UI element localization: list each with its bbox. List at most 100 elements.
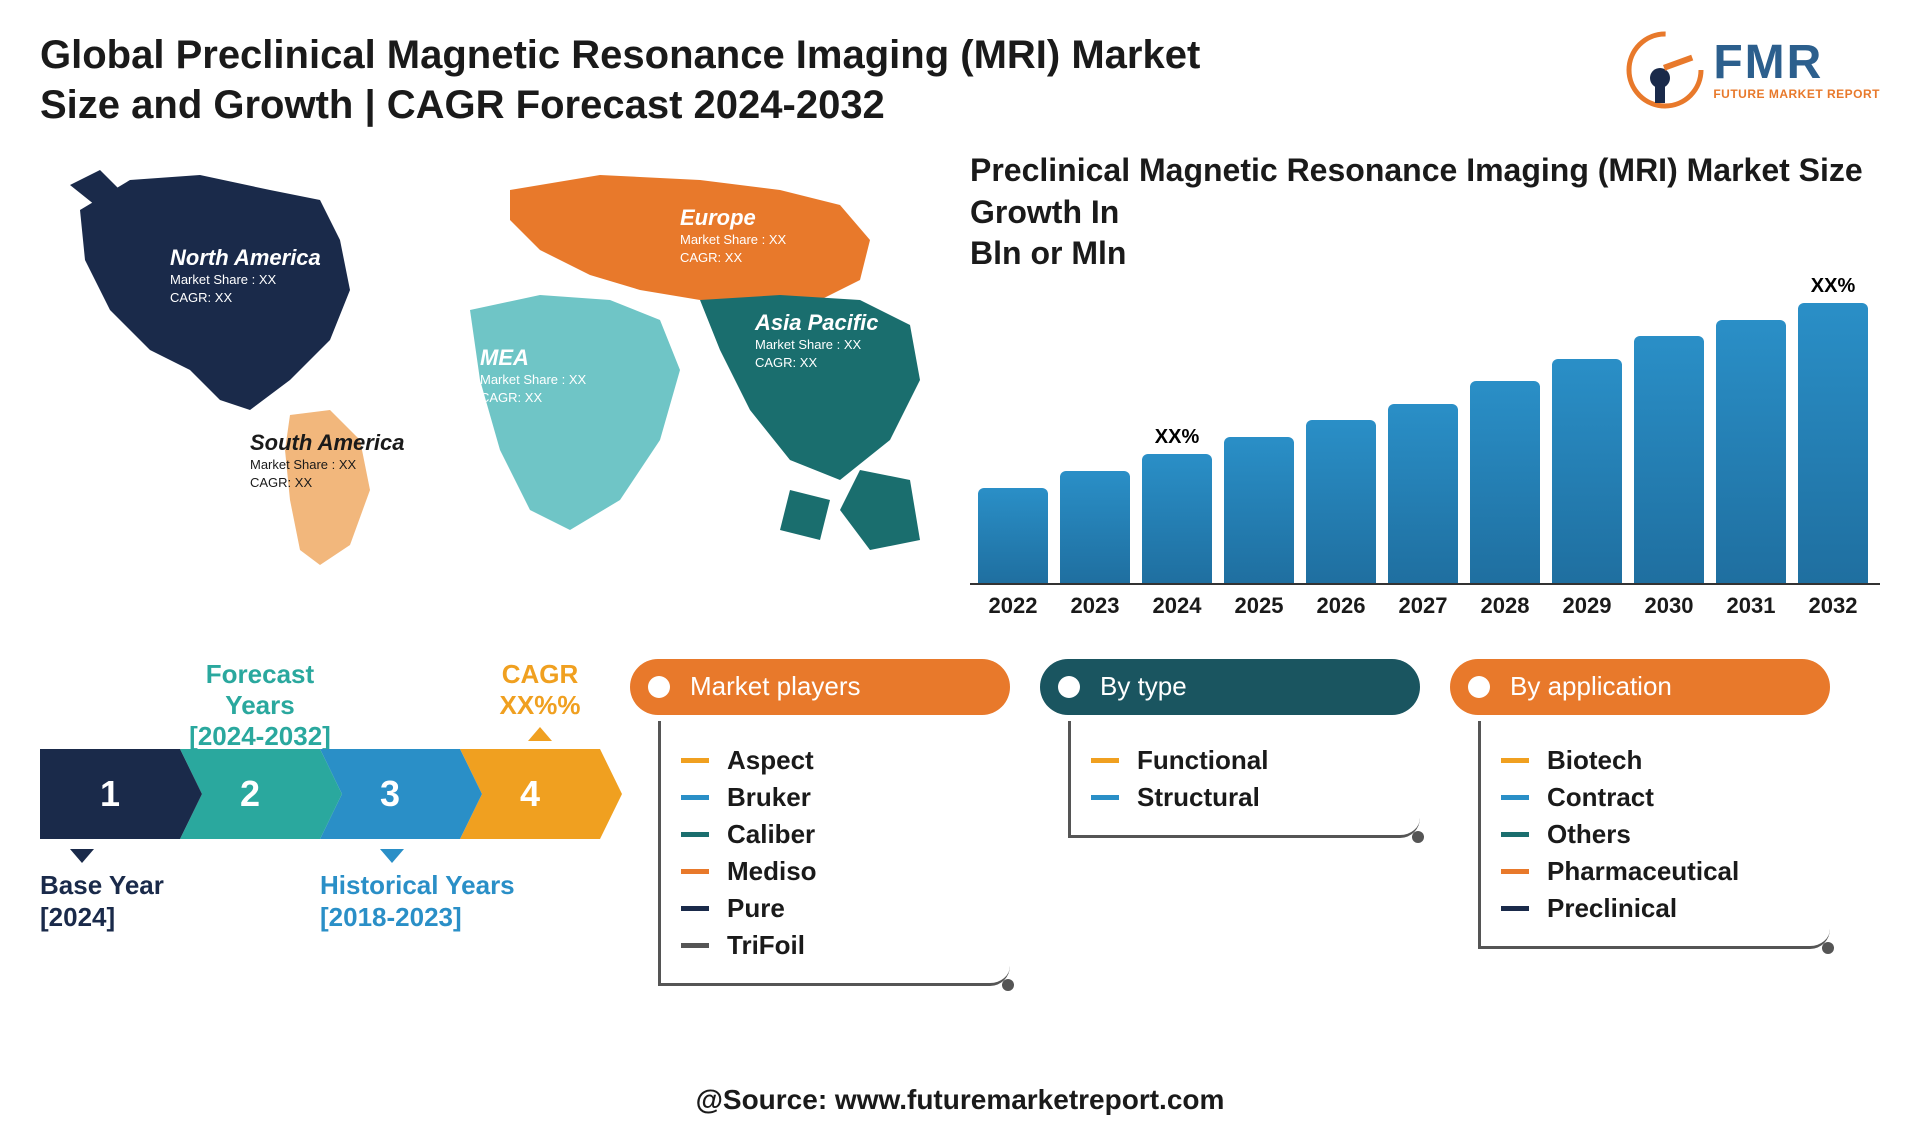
segment-item-label: Mediso (727, 856, 817, 887)
segment-item: Functional (1091, 745, 1410, 776)
segment-item: Contract (1501, 782, 1820, 813)
bar (1388, 404, 1458, 583)
region-cagr-ap: CAGR: XX (755, 354, 879, 372)
page-title: Global Preclinical Magnetic Resonance Im… (40, 30, 1240, 130)
segment-dash-icon (1501, 795, 1529, 800)
segment-dash-icon (1091, 795, 1119, 800)
segment-list: Aspect Bruker Caliber Mediso Pure TriFoil (658, 721, 1010, 986)
bar-year-label: 2024 (1142, 593, 1212, 619)
segment-pill: By application (1450, 659, 1830, 715)
region-label-na: North America (170, 245, 321, 271)
logo: FMR FUTURE MARKET REPORT (1625, 30, 1880, 110)
segment-column: By application Biotech Contract Others Pharm… (1450, 659, 1830, 986)
bar-year-label: 2026 (1306, 593, 1376, 619)
region-share-eu: Market Share : XX (680, 231, 786, 249)
segment-dash-icon (681, 832, 709, 837)
segment-item-label: Bruker (727, 782, 811, 813)
region-label-sa: South America (250, 430, 404, 456)
bar-year-label: 2025 (1224, 593, 1294, 619)
segment-item: Aspect (681, 745, 1000, 776)
bar-annotation: XX% (1811, 275, 1855, 298)
segment-item-label: Pharmaceutical (1547, 856, 1739, 887)
segment-item-label: Functional (1137, 745, 1268, 776)
segment-item: Pure (681, 893, 1000, 924)
segment-item: Structural (1091, 782, 1410, 813)
segment-dash-icon (1501, 869, 1529, 874)
bar-chart-section: Preclinical Magnetic Resonance Imaging (… (970, 150, 1880, 619)
segment-item-label: Contract (1547, 782, 1654, 813)
segment-pill: By type (1040, 659, 1420, 715)
segment-item: Caliber (681, 819, 1000, 850)
segment-dash-icon (1501, 906, 1529, 911)
segment-pill: Market players (630, 659, 1010, 715)
logo-subtext: FUTURE MARKET REPORT (1713, 87, 1880, 101)
segment-column: By type Functional Structural (1040, 659, 1420, 986)
bar: XX% (1142, 454, 1212, 583)
segment-list: Functional Structural (1068, 721, 1420, 838)
bar-annotation: XX% (1155, 426, 1199, 449)
region-label-mea: MEA (480, 345, 586, 371)
segment-item: Bruker (681, 782, 1000, 813)
segment-dash-icon (681, 758, 709, 763)
chevron-bottom-label: Historical Years[2018-2023] (320, 849, 560, 934)
segment-item-label: Biotech (1547, 745, 1642, 776)
segment-item: TriFoil (681, 930, 1000, 961)
segment-item-label: Caliber (727, 819, 815, 850)
segment-item: Pharmaceutical (1501, 856, 1820, 887)
segment-item: Preclinical (1501, 893, 1820, 924)
segment-dash-icon (1091, 758, 1119, 763)
bar-year-label: 2027 (1388, 593, 1458, 619)
segment-list: Biotech Contract Others Pharmaceutical Precl… (1478, 721, 1830, 949)
bar (1470, 381, 1540, 583)
chart-title: Preclinical Magnetic Resonance Imaging (… (970, 150, 1880, 275)
bar (1060, 471, 1130, 583)
segment-dash-icon (1501, 832, 1529, 837)
region-share-ap: Market Share : XX (755, 336, 879, 354)
segment-item-label: Aspect (727, 745, 814, 776)
region-share-sa: Market Share : XX (250, 456, 404, 474)
segment-item-label: Others (1547, 819, 1631, 850)
bar-chart: XX% XX% (970, 285, 1880, 585)
region-cagr-eu: CAGR: XX (680, 249, 786, 267)
segment-dash-icon (681, 869, 709, 874)
bar: XX% (1798, 303, 1868, 583)
logo-text: FMR (1713, 39, 1880, 87)
bar-year-label: 2022 (978, 593, 1048, 619)
segment-item: Mediso (681, 856, 1000, 887)
segment-dash-icon (1501, 758, 1529, 763)
segment-item-label: TriFoil (727, 930, 805, 961)
bar (1634, 336, 1704, 582)
segment-item: Others (1501, 819, 1820, 850)
timeline-chevron: Forecast Years[2024-2032]CAGRXX%% 1234 B… (40, 659, 600, 849)
chevron-top-label: CAGRXX%% (460, 659, 620, 741)
segment-item: Biotech (1501, 745, 1820, 776)
world-map: North America Market Share : XX CAGR: XX… (40, 150, 940, 570)
chevron-bar: 1234 (40, 749, 600, 839)
bar-year-label: 2032 (1798, 593, 1868, 619)
segment-column: Market players Aspect Bruker Caliber Mediso P… (630, 659, 1010, 986)
region-cagr-sa: CAGR: XX (250, 474, 404, 492)
bar-chart-xaxis: 2022202320242025202620272028202920302031… (970, 585, 1880, 619)
region-label-eu: Europe (680, 205, 786, 231)
bar-year-label: 2030 (1634, 593, 1704, 619)
region-share-mea: Market Share : XX (480, 371, 586, 389)
bar (1306, 420, 1376, 582)
segments-row: Market players Aspect Bruker Caliber Mediso P… (630, 659, 1830, 986)
bar-year-label: 2028 (1470, 593, 1540, 619)
region-label-ap: Asia Pacific (755, 310, 879, 336)
region-cagr-mea: CAGR: XX (480, 389, 586, 407)
segment-dash-icon (681, 795, 709, 800)
chevron-bottom-label: Base Year[2024] (40, 849, 280, 934)
source-attribution: @Source: www.futuremarketreport.com (696, 1084, 1225, 1116)
segment-dash-icon (681, 906, 709, 911)
chevron-step: 1 (40, 749, 180, 839)
logo-icon (1625, 30, 1705, 110)
bar (1224, 437, 1294, 583)
region-share-na: Market Share : XX (170, 271, 321, 289)
segment-item-label: Preclinical (1547, 893, 1677, 924)
bar (978, 488, 1048, 583)
region-cagr-na: CAGR: XX (170, 289, 321, 307)
segment-item-label: Pure (727, 893, 785, 924)
segment-item-label: Structural (1137, 782, 1260, 813)
bar (1552, 359, 1622, 583)
